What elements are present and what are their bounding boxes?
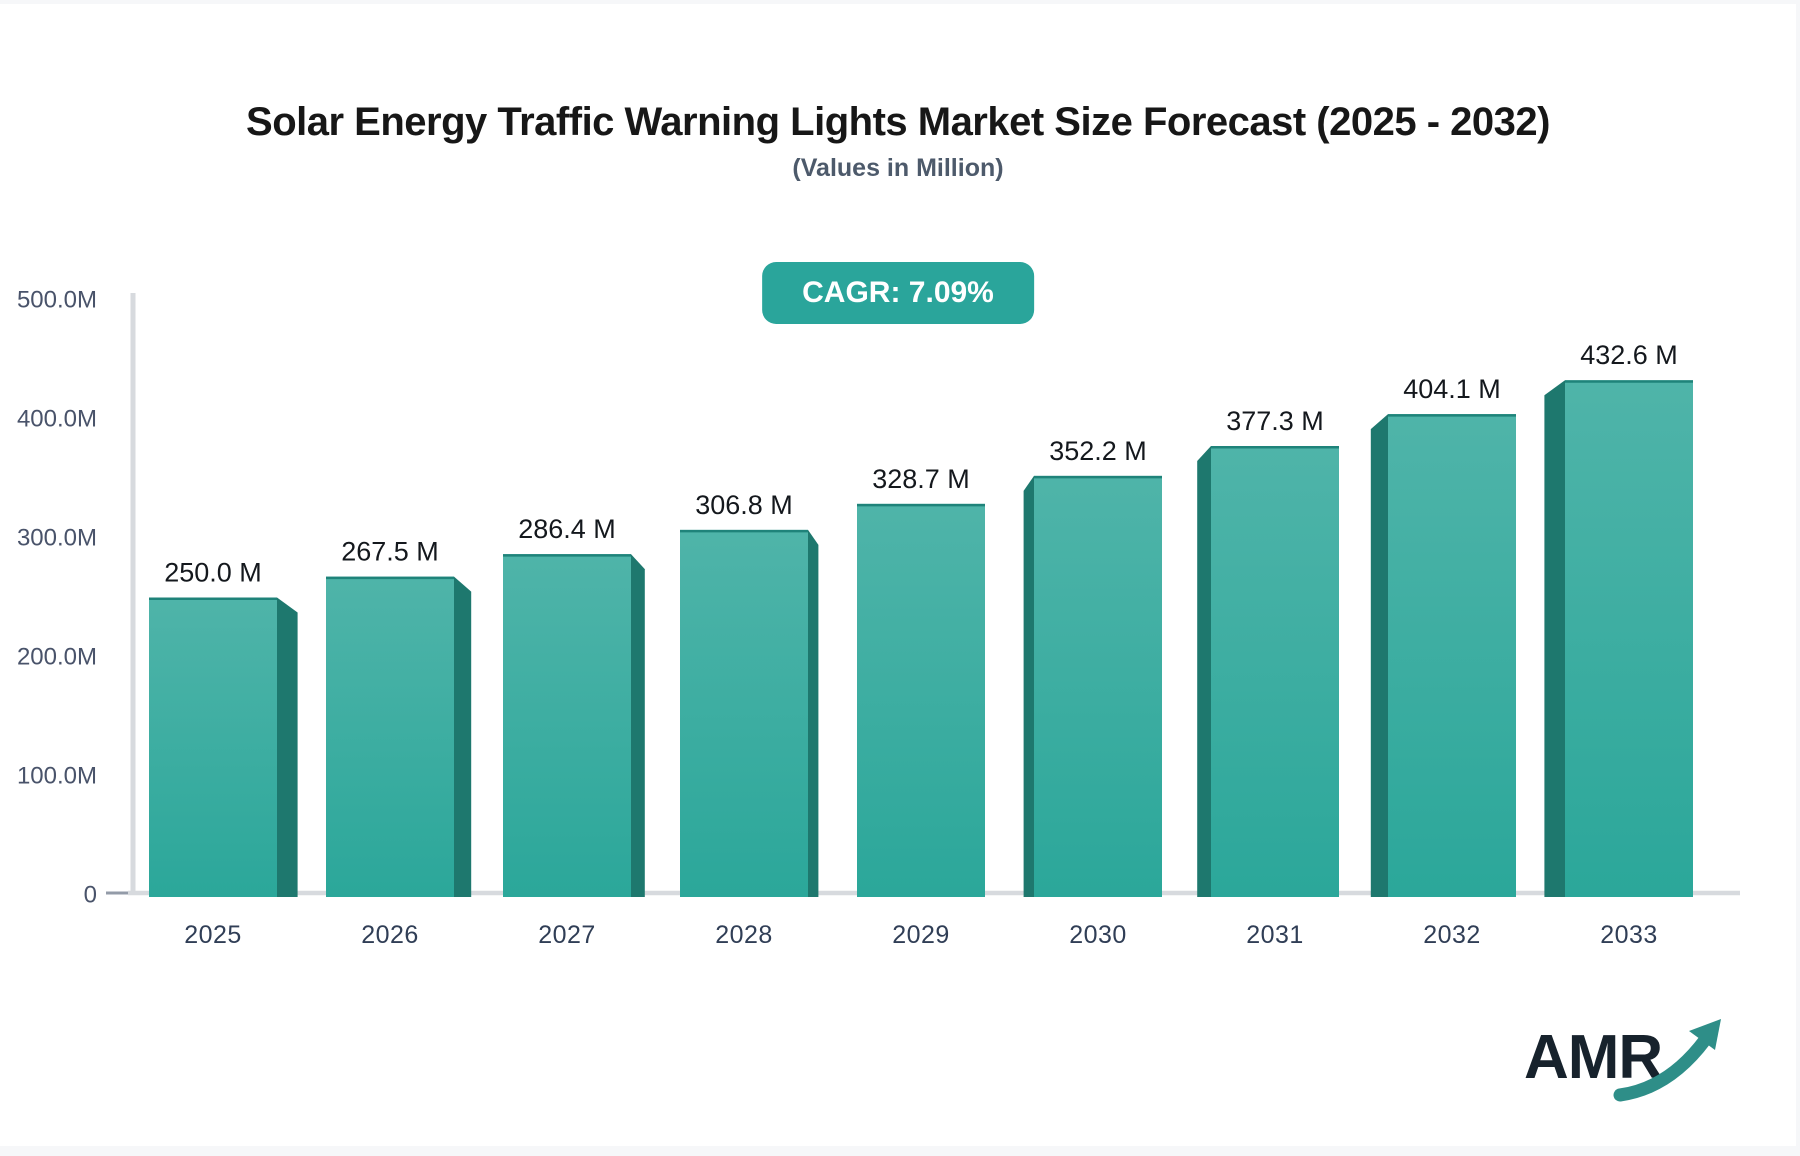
y-tick-label: 100.0M	[17, 763, 97, 790]
growth-arrow-head	[1689, 1019, 1721, 1050]
bar-group: 328.7 M 2029	[857, 464, 985, 949]
x-tick-label: 2025	[184, 921, 242, 949]
bar-side-face	[277, 597, 298, 897]
x-tick-label: 2028	[715, 921, 773, 949]
bar-front-face	[1565, 380, 1693, 897]
bar-value-label: 432.6 M	[1580, 340, 1678, 370]
bar-front-face	[503, 554, 631, 897]
growth-arrow-icon	[1613, 1019, 1721, 1102]
bar-value-label: 250.0 M	[164, 558, 262, 588]
bar-value-label: 286.4 M	[518, 514, 616, 544]
bar-front-face	[1034, 475, 1162, 897]
y-tick-label: 400.0M	[17, 406, 97, 433]
bar-group: 250.0 M 2025	[149, 558, 298, 949]
y-tick-label: 200.0M	[17, 644, 97, 671]
x-tick-label: 2027	[538, 921, 596, 949]
x-tick-label: 2026	[361, 921, 419, 949]
chart-title: Solar Energy Traffic Warning Lights Mark…	[246, 100, 1550, 144]
bar-front-face	[149, 597, 277, 897]
bar-side-face	[1197, 446, 1211, 897]
y-tick-label: 300.0M	[17, 525, 97, 552]
bar-side-face	[1023, 475, 1034, 897]
bar-group: 404.1 M 2032	[1370, 374, 1516, 949]
bar-side-face	[1370, 414, 1388, 897]
bar-front-face	[326, 576, 454, 897]
x-tick-label: 2030	[1069, 921, 1127, 949]
x-tick-label: 2033	[1600, 921, 1658, 949]
amr-logo: AMR	[1524, 1019, 1721, 1102]
bar-value-label: 352.2 M	[1049, 436, 1147, 466]
chart-subtitle: (Values in Million)	[792, 154, 1004, 182]
cagr-badge: CAGR: 7.09%	[762, 262, 1034, 324]
bar-chart: 0 100.0M 200.0M 300.0M 400.0M 500.0M 250.0 M 20…	[17, 287, 1740, 949]
bar-front-face	[680, 529, 808, 897]
bar-value-label: 267.5 M	[341, 537, 439, 567]
bar-value-label: 306.8 M	[695, 490, 793, 520]
bar-front-face	[1388, 414, 1516, 897]
bar-group: 306.8 M 2028	[680, 490, 819, 949]
x-tick-label: 2032	[1423, 921, 1481, 949]
bar-group: 377.3 M 2031	[1197, 406, 1339, 949]
x-tick-label: 2031	[1246, 921, 1304, 949]
bar-group: 286.4 M 2027	[503, 514, 645, 949]
bar-side-face	[631, 554, 645, 897]
bar-group: 352.2 M 2030	[1023, 436, 1162, 949]
bar-front-face	[857, 503, 985, 897]
x-tick-label: 2029	[892, 921, 950, 949]
bar-group: 267.5 M 2026	[326, 537, 472, 949]
y-tick-label: 500.0M	[17, 287, 97, 314]
amr-logo-text: AMR	[1524, 1023, 1662, 1092]
chart-card: Solar Energy Traffic Warning Lights Mark…	[0, 4, 1796, 1146]
bar-side-face	[454, 576, 472, 897]
bar-front-face	[1211, 446, 1339, 897]
bar-side-face	[1544, 380, 1565, 897]
growth-arrow-swoosh	[1613, 1033, 1712, 1102]
bar-value-label: 328.7 M	[872, 464, 970, 494]
bar-side-face	[808, 529, 819, 897]
bar-value-label: 404.1 M	[1403, 374, 1501, 404]
bar-group: 432.6 M 2033	[1544, 340, 1693, 949]
bar-value-label: 377.3 M	[1226, 406, 1324, 436]
y-tick-label: 0	[84, 882, 97, 909]
